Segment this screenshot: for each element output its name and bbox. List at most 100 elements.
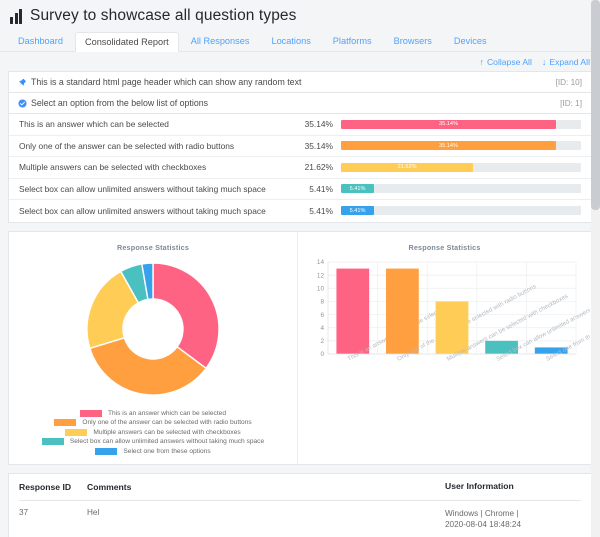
cell-user-information: Windows | Chrome | 2020-08-04 18:48:24 [445,508,581,530]
answer-percent: 21.62% [304,162,333,173]
tab-locations[interactable]: Locations [271,36,311,46]
y-axis-tick: 0 [320,351,324,358]
question-header-text: This is a standard html page header whic… [31,77,302,87]
charts-panel: Response Statistics This is an answer wh… [8,230,600,465]
answer-row: Select box can allow unlimited answers w… [9,200,591,222]
column-header-response-id: Response ID [19,481,72,492]
answer-row: Select box can allow unlimited answers w… [9,179,591,200]
answer-percent: 35.14% [304,119,333,130]
expand-all-label: Expand All [549,57,590,67]
question-block-header-10[interactable]: This is a standard html page header whic… [8,71,592,93]
answer-bar-fill: 35.14% [341,141,557,151]
tab-devices[interactable]: Devices [453,36,487,46]
donut-slice [86,269,140,349]
answer-label: Select box can allow unlimited answers w… [19,183,266,194]
tab-consolidated-report[interactable]: Consolidated Report [74,32,179,52]
question-block-header-1[interactable]: Select an option from the below list of … [8,92,592,114]
legend-item[interactable]: This is an answer which can be selected [9,409,297,417]
tab-all-responses[interactable]: All Responses [190,36,250,46]
y-axis-tick: 2 [320,338,324,345]
y-axis-tick: 8 [320,298,324,305]
scrollbar-thumb[interactable] [591,0,600,210]
cell-comments: Hel [87,507,100,517]
answer-percent: 35.14% [304,140,333,151]
legend-label: This is an answer which can be selected [107,409,226,417]
legend-swatch [95,447,118,455]
tab-browsers[interactable]: Browsers [393,36,432,46]
answer-label: Multiple answers can be selected with ch… [19,162,207,173]
bar-chart-icon [10,8,22,24]
legend-item[interactable]: Select one from these options [9,447,297,455]
answer-bar-label: 5.41% [349,207,366,214]
bar [534,346,568,354]
collapse-expand-controls: ↑ Collapse All ↓ Expand All [0,52,600,71]
tab-bar: Dashboard Consolidated Report All Respon… [0,29,600,52]
legend-label: Multiple answers can be selected with ch… [93,428,241,436]
answer-label: Select box can allow unlimited answers w… [19,205,266,216]
answer-bar-track: 5.41% [341,184,581,194]
answer-bar-label: 35.14% [439,142,459,149]
answer-bar-track: 35.14% [341,119,581,129]
collapse-all-label: Collapse All [486,57,532,67]
page-scrollbar[interactable] [591,0,600,537]
legend-item[interactable]: Select box can allow unlimited answers w… [9,438,297,445]
donut-slice [89,336,208,396]
legend-swatch [65,428,88,436]
legend-swatch [79,409,102,417]
responses-table: Response ID Comments User Information 37… [8,472,592,537]
legend-label: Only one of the answer can be selected w… [82,419,252,426]
arrow-up-icon: ↑ [479,56,484,67]
column-header-user-information: User Information [445,480,514,491]
answer-bar-track: 5.41% [341,206,581,216]
collapse-all-button[interactable]: ↑ Collapse All [479,57,531,67]
arrow-down-icon: ↓ [541,56,547,67]
answer-row: Only one of the answer can be selected w… [9,136,591,157]
tab-dashboard[interactable]: Dashboard [18,36,63,46]
y-axis-tick: 12 [317,272,325,279]
legend-item[interactable]: Only one of the answer can be selected w… [9,419,297,426]
answer-label: Only one of the answer can be selected w… [19,140,235,151]
check-circle-icon [18,98,31,108]
answer-bar-fill: 21.62% [341,162,474,172]
donut-chart: Response Statistics This is an answer wh… [9,232,297,464]
legend-label: Select box can allow unlimited answers w… [69,438,265,445]
answer-bar-fill: 5.41% [341,206,375,216]
answer-bar-label: 5.41% [349,185,366,192]
answer-bar-fill: 35.14% [341,119,557,129]
table-header-row: Response ID Comments User Information [19,474,581,501]
answer-bar-label: 35.14% [439,121,459,128]
page-header: Survey to showcase all question types [0,0,600,29]
column-header-comments: Comments [87,481,132,492]
question-id-label: [ID: 10] [555,77,582,87]
bar [485,340,518,354]
bar [386,268,419,354]
answer-row: Multiple answers can be selected with ch… [9,157,591,179]
answer-label: This is an answer which can be selected [19,119,169,130]
answer-bar-track: 21.62% [341,162,581,172]
donut-slice [152,261,220,369]
cell-response-id: 37 [19,507,29,517]
question-title-text: Select an option from the below list of … [31,98,209,108]
legend-label: Select one from these options [123,447,211,455]
tab-platforms[interactable]: Platforms [332,36,372,46]
bar-chart: Response Statistics 0 2 4 6 8 10 12 14 This is a… [297,231,600,464]
legend-item[interactable]: Multiple answers can be selected with ch… [9,428,297,436]
question-id-label: [ID: 1] [560,98,582,108]
y-axis-tick: 14 [317,259,325,266]
expand-all-button[interactable]: ↓ Expand All [542,57,590,67]
bar [336,268,370,354]
y-axis-tick: 10 [317,285,325,292]
table-row: 37 Hel Windows | Chrome | 2020-08-04 18:4… [19,501,581,537]
answer-row: This is an answer which can be selected … [9,114,591,136]
legend-swatch [54,419,77,426]
answer-bar-label: 21.62% [397,164,417,171]
answer-bar-fill: 5.41% [341,184,375,194]
answer-bar-track: 35.14% [341,141,581,151]
answer-percent: 5.41% [309,183,333,194]
bar [435,300,469,354]
donut-slice [141,261,154,300]
answers-panel: This is an answer which can be selected … [8,113,592,223]
answer-percent: 5.41% [309,205,333,216]
donut-chart-canvas [9,254,297,404]
